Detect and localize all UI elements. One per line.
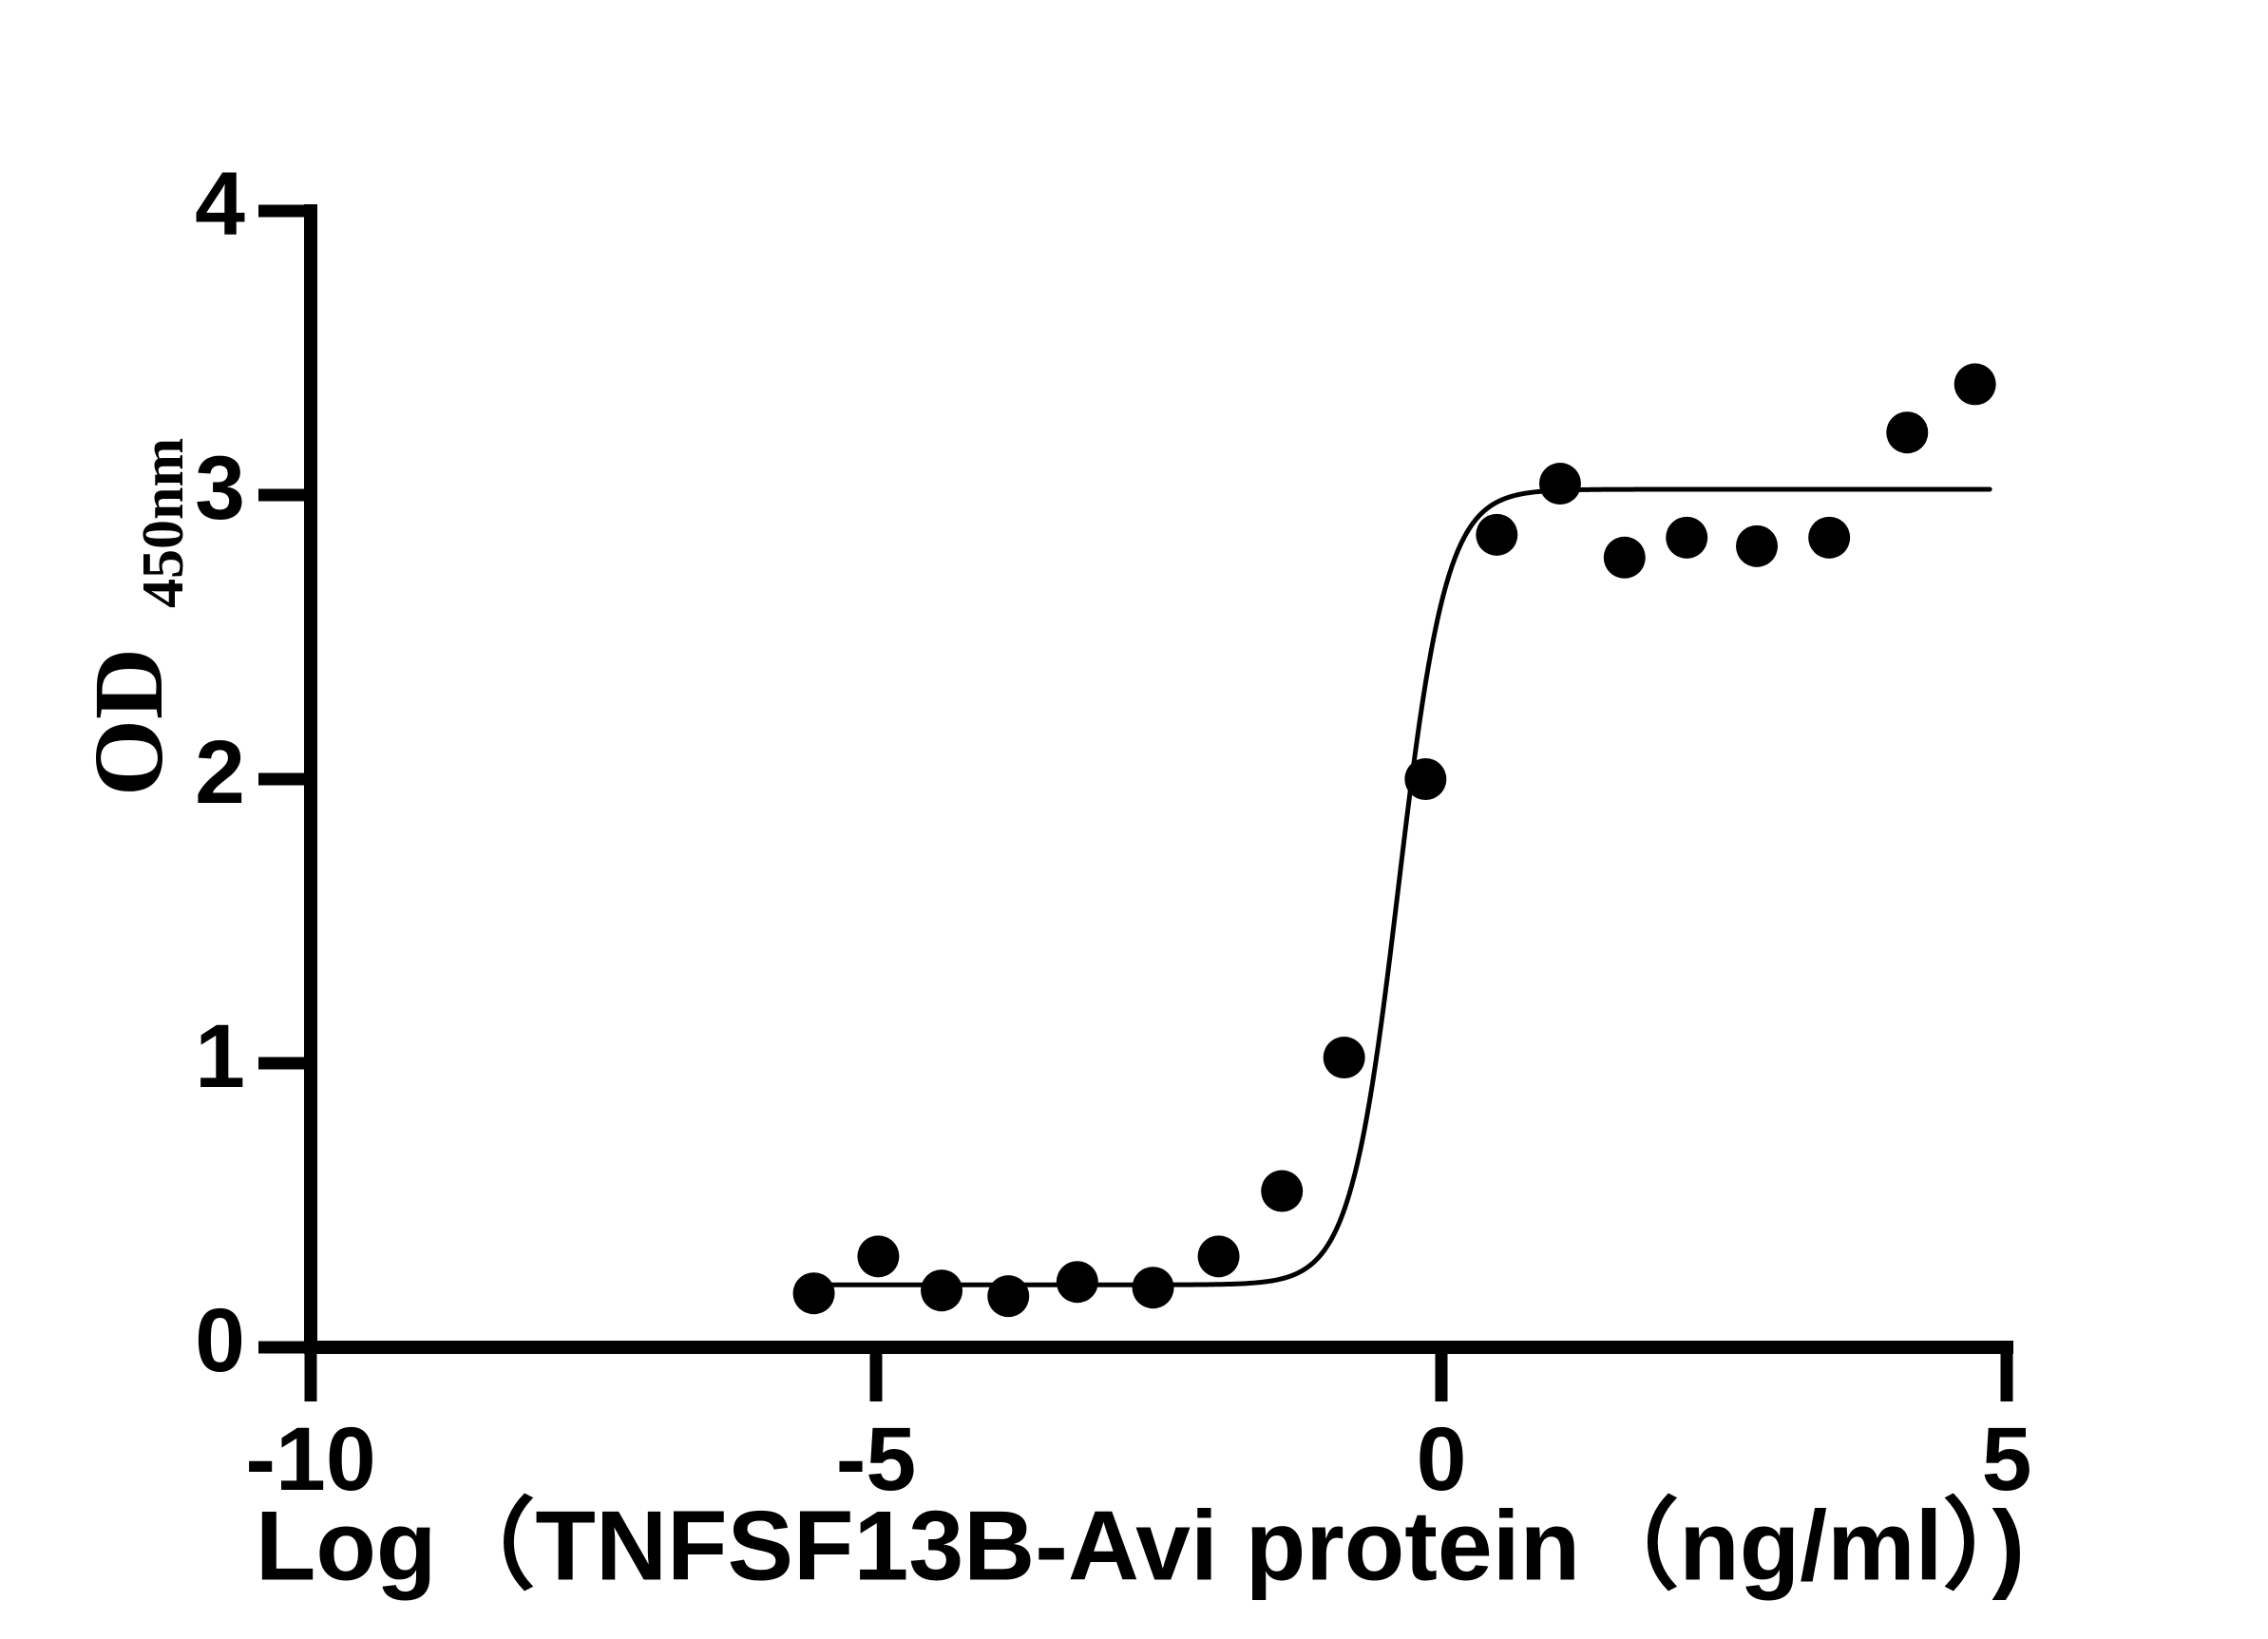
data-point (1736, 524, 1779, 567)
data-point (1538, 463, 1581, 505)
x-tick-label-neg10: -10 (245, 1409, 375, 1510)
data-point (1404, 758, 1447, 800)
y-axis-tick-labels: 0 1 2 3 4 (195, 154, 245, 1391)
data-point (1476, 513, 1518, 556)
y-axis-title-main: OD (74, 648, 183, 796)
y-tick-label-4: 4 (195, 154, 245, 255)
y-tick-label-1: 1 (195, 1006, 245, 1107)
data-point (1132, 1267, 1174, 1309)
data-point (1886, 411, 1929, 454)
data-point (1954, 363, 1996, 406)
data-point (857, 1235, 900, 1278)
x-tick-label-neg5: -5 (836, 1409, 916, 1510)
x-axis-ticks (304, 1347, 2013, 1401)
x-axis-tick-labels: -10 -5 0 5 (245, 1409, 2031, 1510)
x-tick-label-5: 5 (1982, 1409, 2032, 1510)
y-tick-label-2: 2 (195, 722, 245, 823)
y-axis-title-subscript: 450nm (131, 438, 196, 608)
data-point (1666, 516, 1708, 559)
y-tick-label-0: 0 (195, 1290, 245, 1391)
data-point (1197, 1235, 1240, 1278)
y-tick-label-3: 3 (195, 438, 245, 539)
data-point (1056, 1261, 1098, 1304)
data-point (1323, 1037, 1365, 1079)
data-point (792, 1272, 835, 1315)
sigmoid-fit-curve (806, 486, 1992, 1287)
data-point (987, 1275, 1030, 1318)
x-tick-label-0: 0 (1417, 1409, 1467, 1510)
y-axis-ticks (258, 204, 311, 1354)
data-point (1808, 516, 1851, 559)
data-point (1261, 1170, 1304, 1212)
data-point-series (792, 363, 1996, 1318)
y-axis-title: OD 450nm (74, 438, 196, 796)
x-axis-title: Log（TNFSF13B-Avi protein（ng/ml）) (256, 1491, 2025, 1601)
data-point (1603, 536, 1646, 579)
data-point (921, 1269, 963, 1312)
